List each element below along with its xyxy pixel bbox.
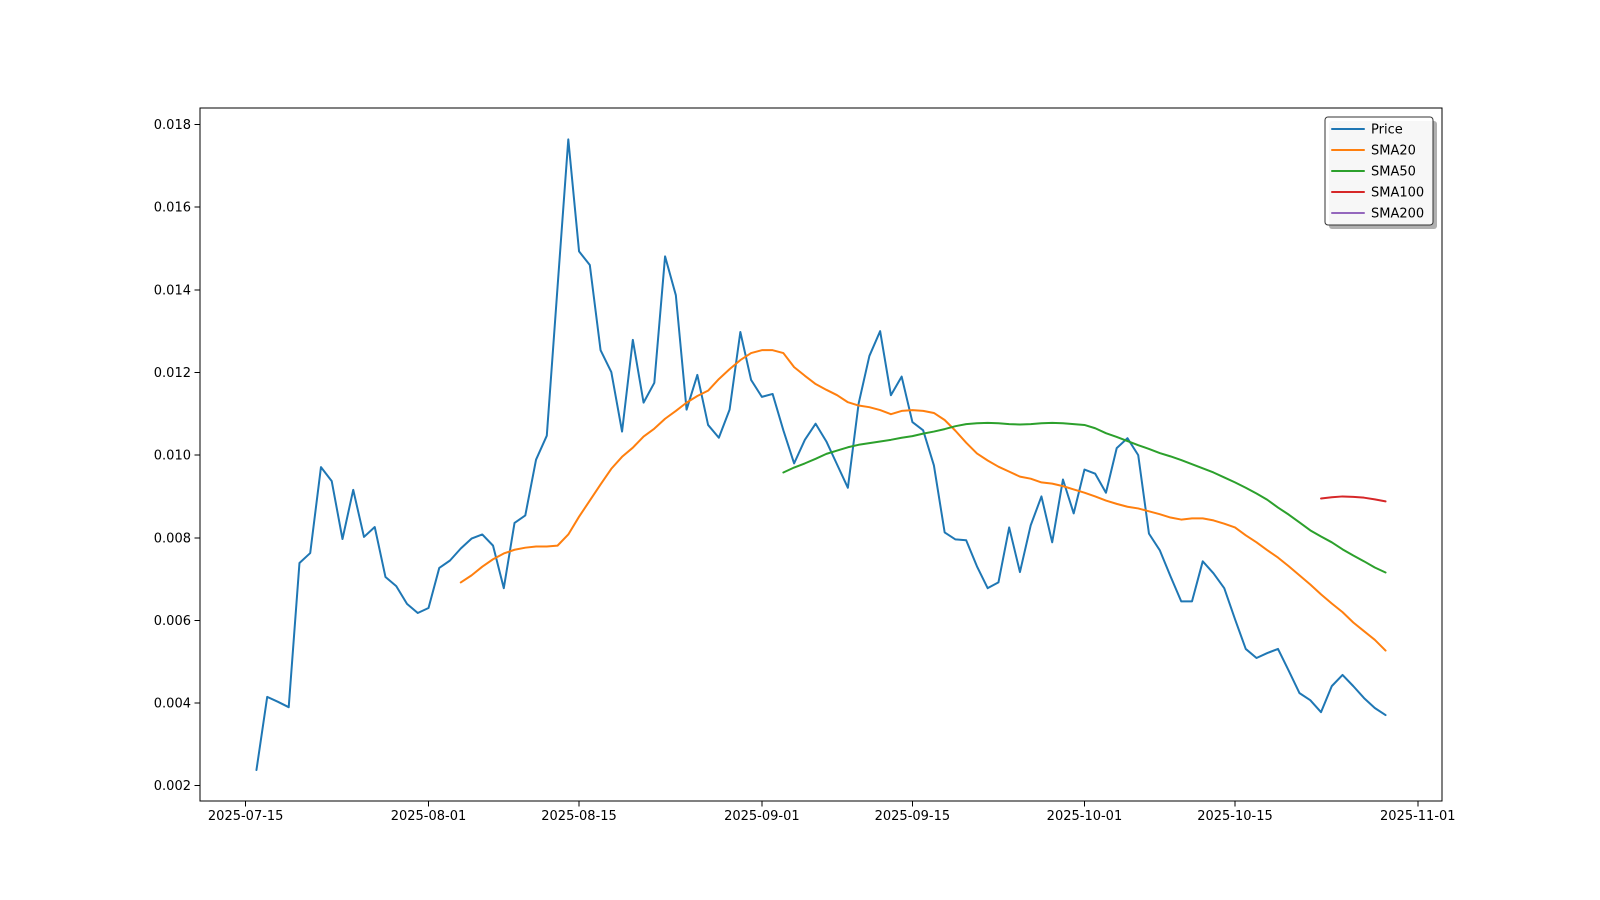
axes-spines [199, 107, 1443, 802]
x-tick-label: 2025-08-15 [541, 809, 617, 824]
x-tick-label: 2025-09-15 [875, 809, 951, 824]
legend-label-sma20: SMA20 [1371, 144, 1416, 159]
y-tick-label: 0.008 [154, 531, 191, 546]
y-tick-label: 0.002 [154, 779, 191, 794]
legend-label-sma100: SMA100 [1371, 186, 1424, 201]
x-tick-label: 2025-08-01 [391, 809, 467, 824]
legend-label-sma200: SMA200 [1371, 207, 1424, 222]
y-tick-label: 0.012 [154, 366, 191, 381]
series-line-sma100 [1320, 495, 1387, 503]
x-tick-label: 2025-10-01 [1047, 809, 1123, 824]
legend-box [1324, 116, 1434, 226]
y-tick-label: 0.006 [154, 614, 191, 629]
series-line-sma50 [782, 421, 1387, 574]
y-tick-label: 0.010 [154, 449, 191, 464]
x-tick-label: 2025-09-01 [724, 809, 800, 824]
y-tick-label: 0.016 [154, 201, 191, 216]
y-tick-label: 0.004 [154, 697, 191, 712]
series-line-price [255, 138, 1387, 772]
x-tick-label: 2025-11-01 [1380, 809, 1456, 824]
legend-label-sma50: SMA50 [1371, 165, 1416, 180]
y-tick-label: 0.018 [154, 118, 191, 133]
x-tick-label: 2025-10-15 [1197, 809, 1273, 824]
legend-label-price: Price [1371, 123, 1403, 138]
x-tick-label: 2025-07-15 [208, 809, 284, 824]
y-tick-label: 0.014 [154, 283, 191, 298]
series-line-sma20 [459, 349, 1387, 652]
